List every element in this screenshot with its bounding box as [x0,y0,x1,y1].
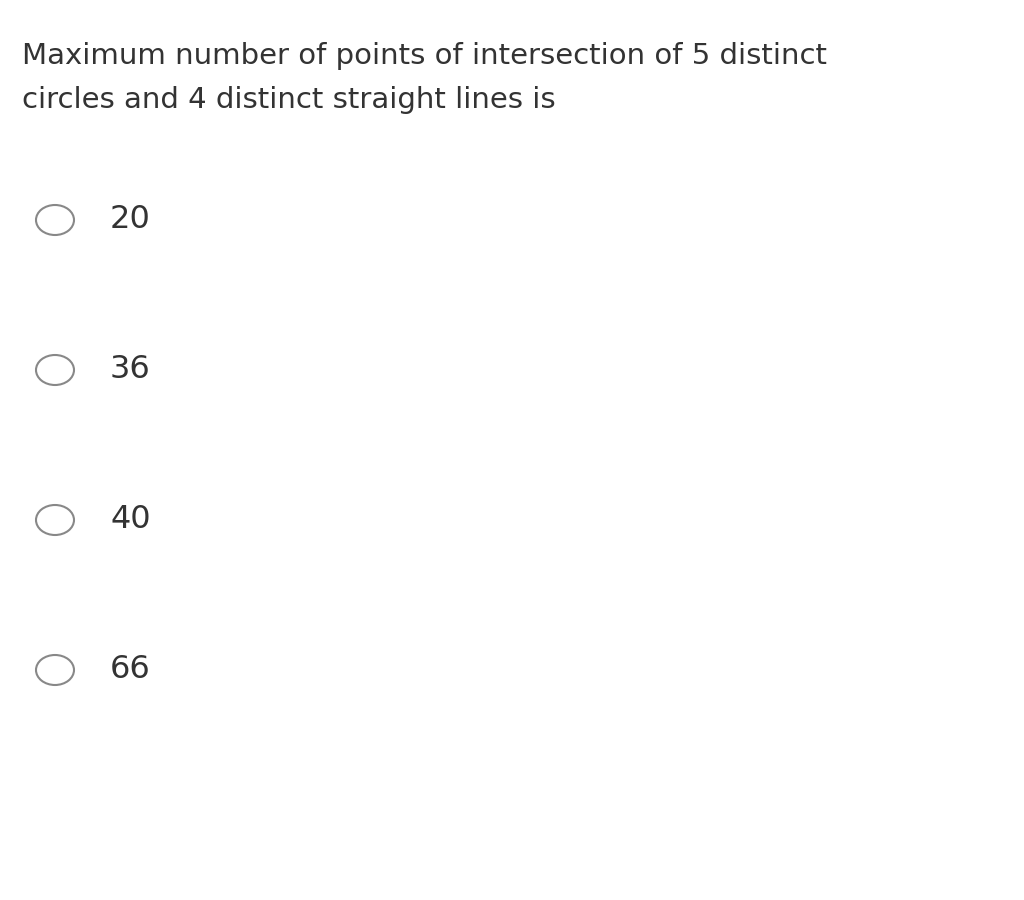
Text: 36: 36 [110,355,151,385]
Text: circles and 4 distinct straight lines is: circles and 4 distinct straight lines is [22,86,556,114]
Ellipse shape [36,655,74,685]
Text: 66: 66 [110,654,151,686]
Ellipse shape [36,355,74,385]
Text: Maximum number of points of intersection of 5 distinct: Maximum number of points of intersection… [22,42,827,70]
Ellipse shape [36,505,74,535]
Ellipse shape [36,205,74,235]
Text: 40: 40 [110,505,151,536]
Text: 20: 20 [110,204,151,236]
